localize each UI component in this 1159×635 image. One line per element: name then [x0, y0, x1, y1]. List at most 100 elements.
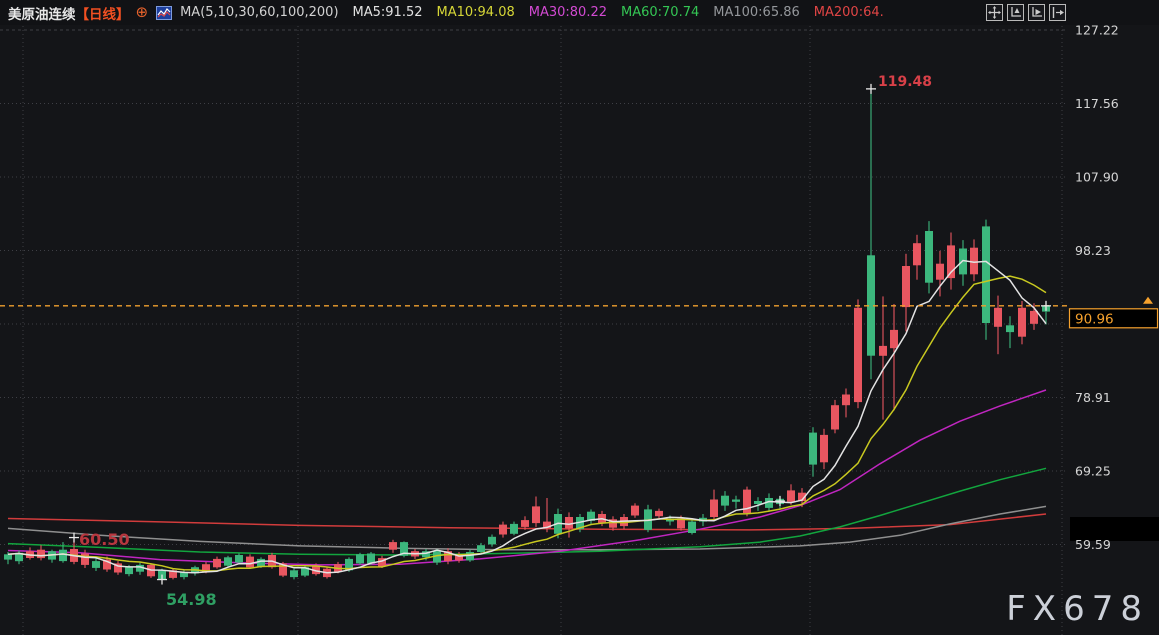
- exit-right-icon[interactable]: [1049, 4, 1066, 21]
- axis-label: 127.22: [1075, 23, 1119, 38]
- candle[interactable]: [510, 523, 518, 534]
- candle[interactable]: [59, 549, 67, 562]
- mini-chart-icon[interactable]: [156, 5, 173, 20]
- candle[interactable]: [180, 572, 188, 578]
- candle[interactable]: [301, 567, 309, 576]
- candle[interactable]: [136, 564, 144, 572]
- candle[interactable]: [732, 499, 740, 502]
- candle[interactable]: [312, 565, 320, 575]
- candle[interactable]: [81, 553, 89, 565]
- candle[interactable]: [655, 510, 663, 517]
- candle[interactable]: [842, 394, 850, 406]
- candle[interactable]: [677, 518, 685, 529]
- candle[interactable]: [444, 551, 452, 562]
- candle[interactable]: [925, 231, 933, 283]
- candle[interactable]: [378, 558, 386, 567]
- candle[interactable]: [947, 245, 955, 279]
- pan-icon[interactable]: [986, 4, 1003, 21]
- candle[interactable]: [103, 559, 111, 570]
- candle[interactable]: [400, 542, 408, 556]
- ma60-value: MA60:70.74: [621, 5, 700, 20]
- candle[interactable]: [235, 555, 243, 563]
- candle[interactable]: [92, 561, 100, 568]
- circle-plus-icon[interactable]: ⊕: [135, 3, 149, 21]
- candle[interactable]: [477, 545, 485, 552]
- candle[interactable]: [994, 307, 1002, 327]
- candle[interactable]: [543, 521, 551, 529]
- candle[interactable]: [279, 563, 287, 576]
- candle[interactable]: [936, 263, 944, 280]
- candle[interactable]: [565, 517, 573, 529]
- candle[interactable]: [202, 564, 210, 572]
- candle[interactable]: [1030, 310, 1038, 324]
- ma60-line: [7, 467, 1047, 556]
- candle[interactable]: [609, 519, 617, 528]
- candle[interactable]: [433, 551, 441, 563]
- candle[interactable]: [125, 566, 133, 575]
- candle[interactable]: [970, 247, 978, 275]
- mini-chart-glyph: [156, 5, 173, 20]
- candle[interactable]: [798, 492, 806, 502]
- ma200-line: [7, 513, 1047, 531]
- candle[interactable]: [345, 558, 353, 571]
- candle[interactable]: [422, 551, 430, 558]
- candle[interactable]: [466, 552, 474, 561]
- period-label: 【日线】: [75, 6, 130, 23]
- candle[interactable]: [743, 489, 751, 514]
- candle[interactable]: [521, 520, 529, 527]
- candle[interactable]: [37, 549, 45, 559]
- candle[interactable]: [114, 563, 122, 573]
- candle[interactable]: [290, 570, 298, 578]
- candle[interactable]: [246, 556, 254, 568]
- candle[interactable]: [499, 524, 507, 535]
- ma10-line: [7, 275, 1047, 572]
- candle[interactable]: [169, 570, 177, 578]
- ma10-value: MA10:94.08: [436, 5, 515, 20]
- candle[interactable]: [688, 521, 696, 533]
- candle[interactable]: [854, 307, 862, 403]
- candle[interactable]: [902, 266, 910, 308]
- candle[interactable]: [710, 499, 718, 518]
- candle[interactable]: [1006, 325, 1014, 333]
- candle[interactable]: [1018, 307, 1026, 337]
- axis-scale-left-icon[interactable]: [1007, 4, 1024, 21]
- current-price-label-box: [1068, 308, 1159, 329]
- axis-label: 78.91: [1075, 390, 1111, 405]
- candle[interactable]: [4, 554, 12, 560]
- candle[interactable]: [213, 558, 221, 568]
- candle[interactable]: [15, 552, 23, 562]
- ma-settings-label: MA(5,10,30,60,100,200): [180, 5, 339, 20]
- price-up-arrow-icon: [1143, 296, 1153, 304]
- candle[interactable]: [831, 405, 839, 430]
- candle[interactable]: [532, 506, 540, 524]
- candle[interactable]: [631, 505, 639, 516]
- candle[interactable]: [879, 345, 887, 356]
- candle[interactable]: [809, 432, 817, 465]
- current-price-label: 90.96: [1075, 311, 1114, 327]
- axis-label: 98.23: [1075, 243, 1111, 258]
- candle[interactable]: [224, 557, 232, 566]
- candle[interactable]: [913, 243, 921, 266]
- candle[interactable]: [257, 558, 265, 567]
- fx678-watermark: FX678: [1006, 589, 1149, 629]
- ma30-value: MA30:80.22: [528, 5, 607, 20]
- candle[interactable]: [455, 554, 463, 561]
- axis-scale-right-icon[interactable]: [1028, 4, 1045, 21]
- candle[interactable]: [576, 517, 584, 530]
- candle[interactable]: [389, 542, 397, 550]
- candle[interactable]: [890, 329, 898, 349]
- candle[interactable]: [721, 495, 729, 506]
- candle[interactable]: [765, 498, 773, 508]
- candle[interactable]: [367, 553, 375, 564]
- candle[interactable]: [754, 501, 762, 504]
- ma5-value: MA5:91.52: [352, 5, 423, 20]
- candle[interactable]: [787, 490, 795, 502]
- price-annotation: 60.50: [79, 530, 130, 549]
- candle[interactable]: [488, 536, 496, 545]
- candle[interactable]: [356, 554, 364, 564]
- candle[interactable]: [820, 434, 828, 463]
- candle[interactable]: [982, 226, 990, 323]
- candle[interactable]: [867, 255, 875, 356]
- candle[interactable]: [587, 511, 595, 521]
